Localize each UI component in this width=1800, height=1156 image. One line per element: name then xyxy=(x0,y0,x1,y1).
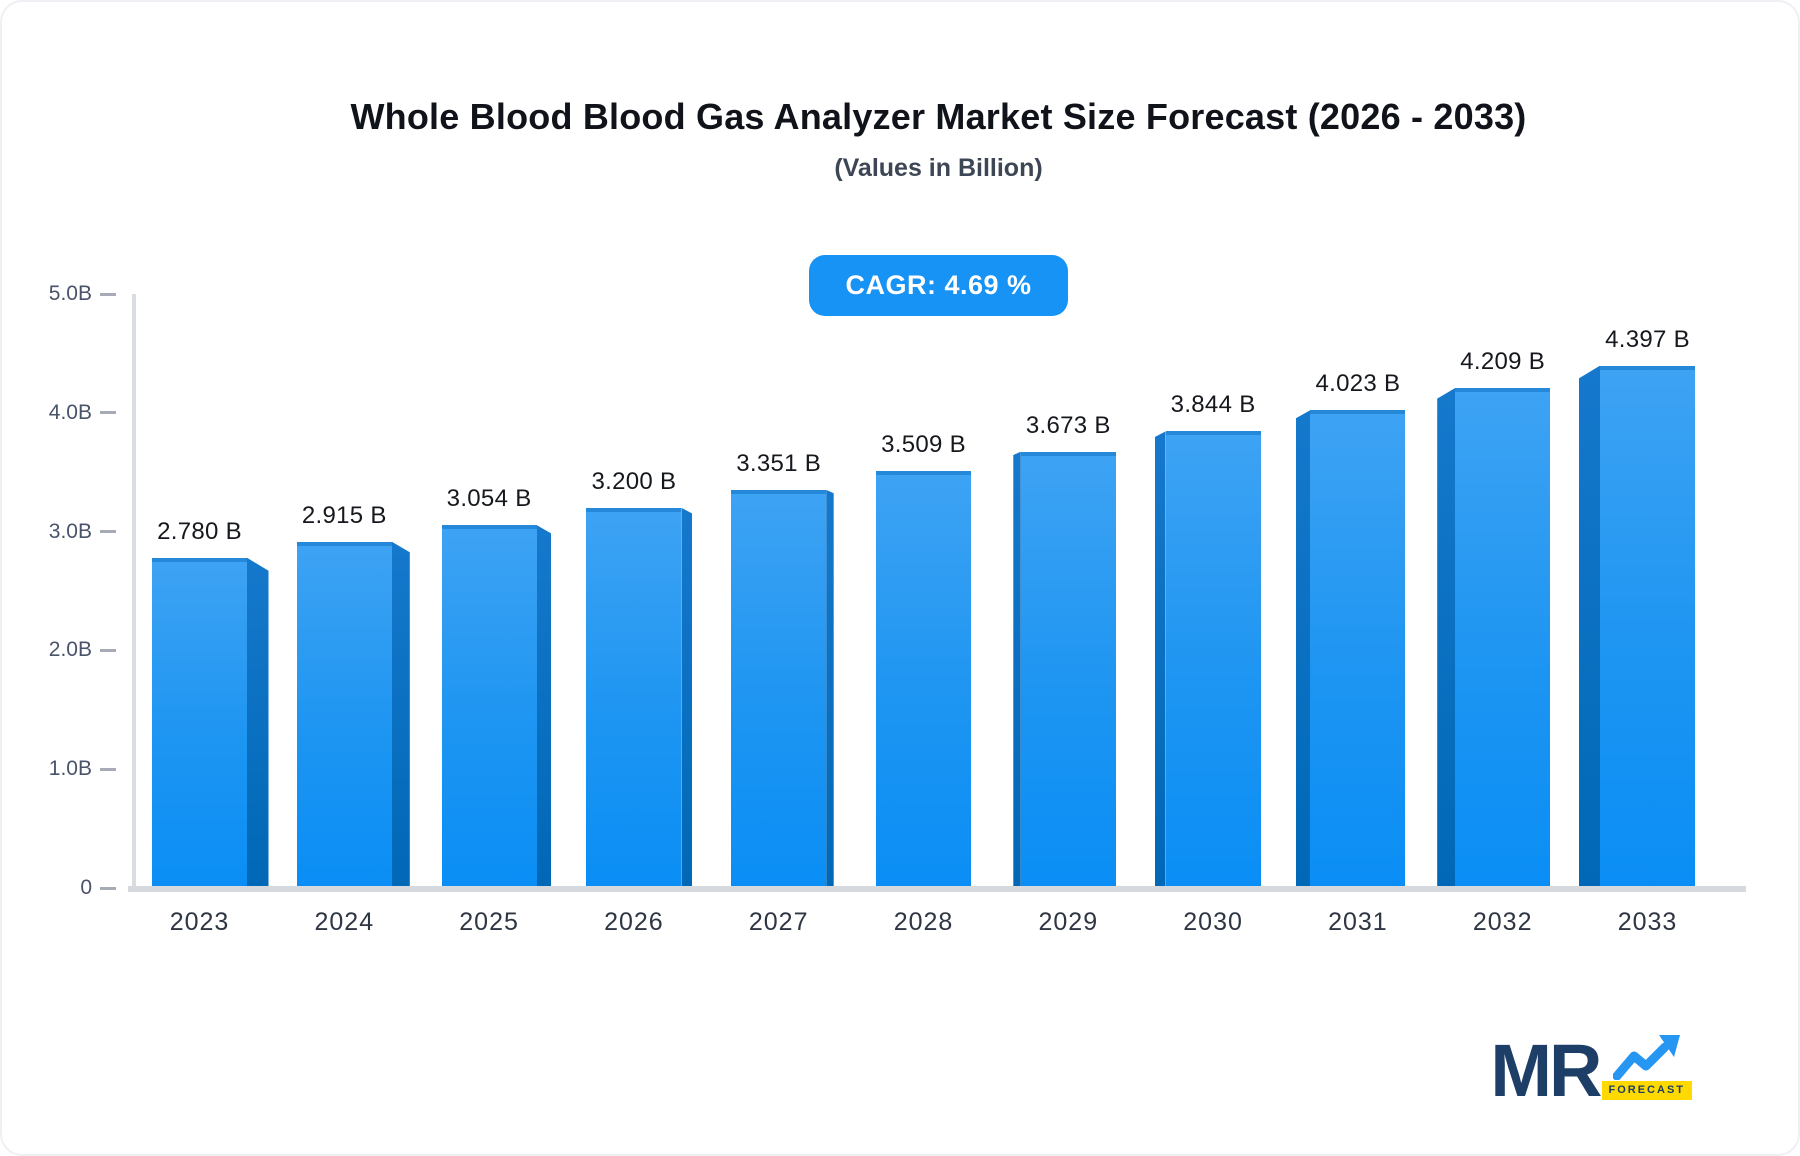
mrforecast-logo: MR FORECAST xyxy=(1490,1029,1692,1113)
bar-2026 xyxy=(586,507,682,888)
x-tick-label-2032: 2032 xyxy=(1472,908,1533,936)
y-tick-label: 3.0B xyxy=(48,519,92,543)
y-tick-label: 1.0B xyxy=(48,757,92,781)
x-axis-baseline xyxy=(128,886,1746,892)
bar-value-label: 4.023 B xyxy=(1315,370,1401,398)
bar-side-2027 xyxy=(826,489,834,888)
bar-2029 xyxy=(1020,451,1116,888)
bar-value-label: 3.844 B xyxy=(1170,391,1256,419)
y-tick-label: 5.0B xyxy=(48,282,92,305)
x-tick-label-2026: 2026 xyxy=(604,908,664,936)
x-tick-label-2028: 2028 xyxy=(893,908,954,936)
bar-2030 xyxy=(1165,431,1261,888)
y-axis-line xyxy=(132,294,136,890)
bar-2028 xyxy=(876,471,971,888)
trend-arrow-icon xyxy=(1612,1035,1680,1080)
y-tick-label: 0 xyxy=(80,876,92,899)
y-tick-dash xyxy=(100,411,116,415)
cagr-badge: CAGR: 4.69 % xyxy=(809,255,1068,316)
bar-2023 xyxy=(152,557,247,888)
chart-header: Whole Blood Blood Gas Analyzer Market Si… xyxy=(132,96,1745,183)
y-tick-dash xyxy=(100,530,116,534)
logo-right-block: FORECAST xyxy=(1601,1034,1692,1100)
x-tick-label-2031: 2031 xyxy=(1328,908,1388,936)
bar-side-2029 xyxy=(1013,451,1021,888)
y-tick-label: 2.0B xyxy=(48,638,92,662)
bar-value-label: 4.209 B xyxy=(1460,347,1546,375)
x-tick-label-2027: 2027 xyxy=(748,908,809,936)
bar-value-label: 3.351 B xyxy=(736,449,822,477)
bar-side-2030 xyxy=(1154,431,1166,888)
bar-side-2024 xyxy=(391,541,410,888)
y-tick-dash xyxy=(100,886,116,890)
x-tick-label-2023: 2023 xyxy=(169,908,230,936)
bar-2024 xyxy=(296,541,392,888)
bar-value-label: 3.200 B xyxy=(591,467,677,495)
logo-forecast-text: FORECAST xyxy=(1601,1081,1692,1100)
x-tick-label-2033: 2033 xyxy=(1617,908,1678,936)
chart-subtitle: (Values in Billion) xyxy=(834,154,1043,182)
bar-2033 xyxy=(1600,365,1695,888)
chart-title: Whole Blood Blood Gas Analyzer Market Si… xyxy=(350,96,1527,137)
bar-side-2026 xyxy=(681,507,693,888)
x-tick-label-2024: 2024 xyxy=(314,908,375,936)
x-tick-label-2030: 2030 xyxy=(1183,908,1243,936)
bar-2031 xyxy=(1310,410,1406,888)
bar-2025 xyxy=(441,525,537,888)
bar-value-label: 2.915 B xyxy=(301,501,387,529)
y-tick-dash xyxy=(100,292,116,296)
x-tick-label-2029: 2029 xyxy=(1038,908,1099,936)
bar-2027 xyxy=(731,489,827,888)
bar-value-label: 3.054 B xyxy=(446,485,532,513)
bar-side-2025 xyxy=(536,525,552,888)
y-tick-label: 4.0B xyxy=(48,400,92,424)
bar-value-label: 3.509 B xyxy=(881,431,966,459)
y-tick-dash xyxy=(100,767,116,771)
y-tick-dash xyxy=(100,648,116,652)
badge-row: CAGR: 4.69 % xyxy=(132,255,1745,316)
bar-side-2023 xyxy=(247,557,269,888)
bar-value-label: 2.780 B xyxy=(157,517,242,545)
bar-value-label: 3.673 B xyxy=(1025,411,1111,439)
logo-mr-text: MR xyxy=(1490,1029,1602,1113)
bar-side-2031 xyxy=(1295,410,1311,888)
x-tick-label-2025: 2025 xyxy=(459,908,519,936)
bar-2032 xyxy=(1455,387,1551,888)
bar-side-2032 xyxy=(1437,387,1456,888)
bar-side-2033 xyxy=(1578,365,1600,888)
bar-value-label: 4.397 B xyxy=(1605,325,1690,353)
